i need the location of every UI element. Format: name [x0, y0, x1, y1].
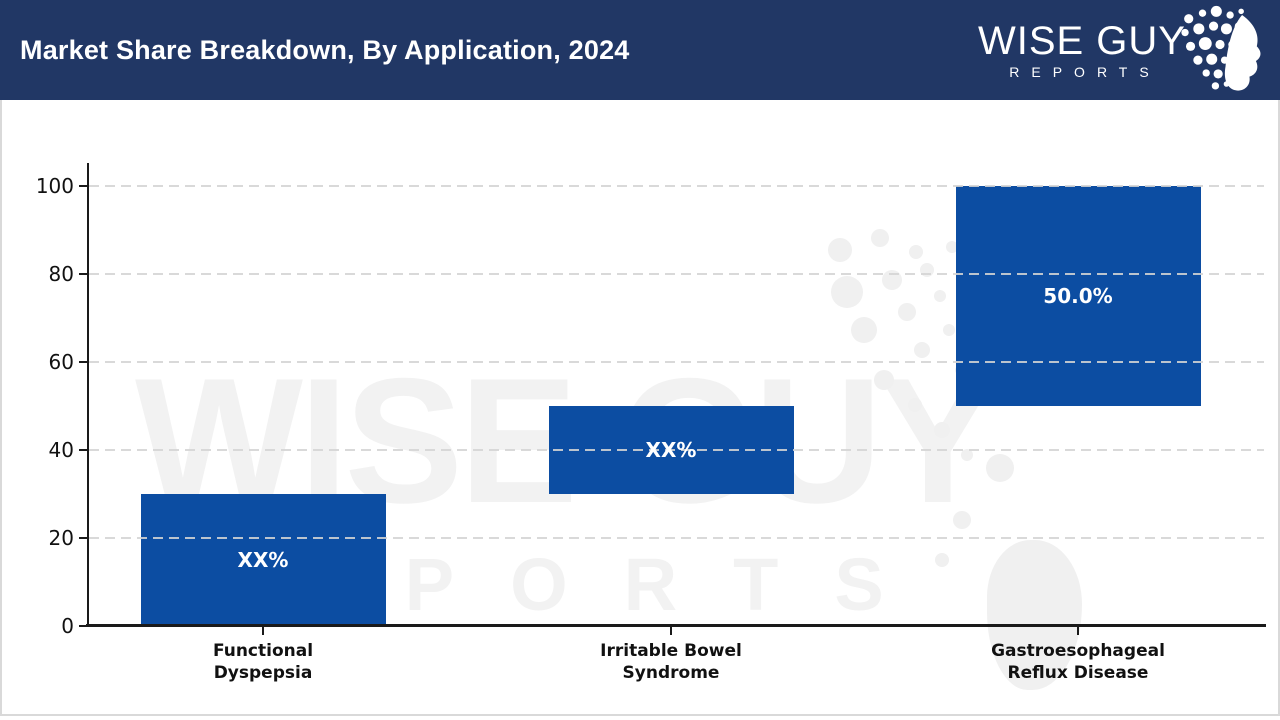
- y-tick-label-0: 0: [61, 614, 74, 638]
- bar-functional-dyspepsia: [140, 494, 386, 626]
- watermark-dot: [871, 229, 889, 247]
- logo-subtitle: REPORTS: [1009, 64, 1161, 80]
- y-axis-line: [87, 163, 89, 627]
- bar-gastroesophageal-reflux-disease: [955, 186, 1201, 406]
- bar-value-label-gastroesophageal-reflux-disease: 50.0%: [1043, 284, 1113, 308]
- watermark-dot: [851, 317, 877, 343]
- watermark-dot: [831, 276, 863, 308]
- y-tick-label-20: 20: [48, 526, 74, 550]
- watermark-dot: [882, 270, 902, 290]
- gridline-60: [89, 361, 1264, 363]
- y-tick-mark-0: [79, 625, 87, 627]
- x-tick-mark-gastroesophageal-reflux-disease: [1077, 627, 1079, 635]
- watermark-dot: [961, 449, 973, 461]
- watermark-dot: [946, 241, 958, 253]
- watermark-dot: [943, 324, 955, 336]
- y-tick-label-80: 80: [48, 262, 74, 286]
- x-category-label-irritable-bowel-syndrome: Irritable Bowel Syndrome: [600, 641, 742, 683]
- watermark-dot: [908, 398, 922, 412]
- y-tick-mark-40: [79, 449, 87, 451]
- y-tick-mark-100: [79, 185, 87, 187]
- gridline-40: [89, 449, 1264, 451]
- x-category-label-gastroesophageal-reflux-disease: Gastroesophageal Reflux Disease: [991, 641, 1165, 683]
- y-tick-mark-60: [79, 361, 87, 363]
- watermark-dot: [986, 454, 1014, 482]
- gridline-80: [89, 273, 1264, 275]
- x-axis-line: [86, 624, 1266, 627]
- wiseguy-face-icon: [1181, 5, 1261, 91]
- watermark-dot: [934, 290, 946, 302]
- header-band: Market Share Breakdown, By Application, …: [0, 0, 1280, 100]
- gridline-20: [89, 537, 1264, 539]
- watermark-dot: [874, 370, 894, 390]
- gridline-100: [89, 185, 1264, 187]
- watermark-dot: [914, 342, 930, 358]
- watermark-dot: [934, 422, 950, 438]
- x-tick-mark-functional-dyspepsia: [262, 627, 264, 635]
- watermark-dot: [935, 553, 949, 567]
- logo-wordmark: WISE GUY: [977, 19, 1186, 63]
- wiseguy-logo: WISE GUY REPORTS: [978, 0, 1266, 100]
- x-category-label-functional-dyspepsia: Functional Dyspepsia: [212, 641, 314, 683]
- y-tick-mark-20: [79, 537, 87, 539]
- watermark-face-blob: [987, 540, 1082, 690]
- watermark-dot: [909, 245, 923, 259]
- watermark-dot: [898, 303, 916, 321]
- watermark-dot: [953, 511, 971, 529]
- y-tick-label-100: 100: [35, 174, 74, 198]
- watermark-dot: [828, 238, 852, 262]
- x-tick-mark-irritable-bowel-syndrome: [670, 627, 672, 635]
- logo-text: WISE GUY REPORTS: [978, 21, 1186, 79]
- bar-value-label-functional-dyspepsia: XX%: [237, 548, 289, 572]
- y-tick-mark-80: [79, 273, 87, 275]
- bar-value-label-irritable-bowel-syndrome: XX%: [645, 438, 697, 462]
- page-title: Market Share Breakdown, By Application, …: [20, 34, 630, 65]
- y-tick-label-60: 60: [48, 350, 74, 374]
- y-tick-label-40: 40: [48, 438, 74, 462]
